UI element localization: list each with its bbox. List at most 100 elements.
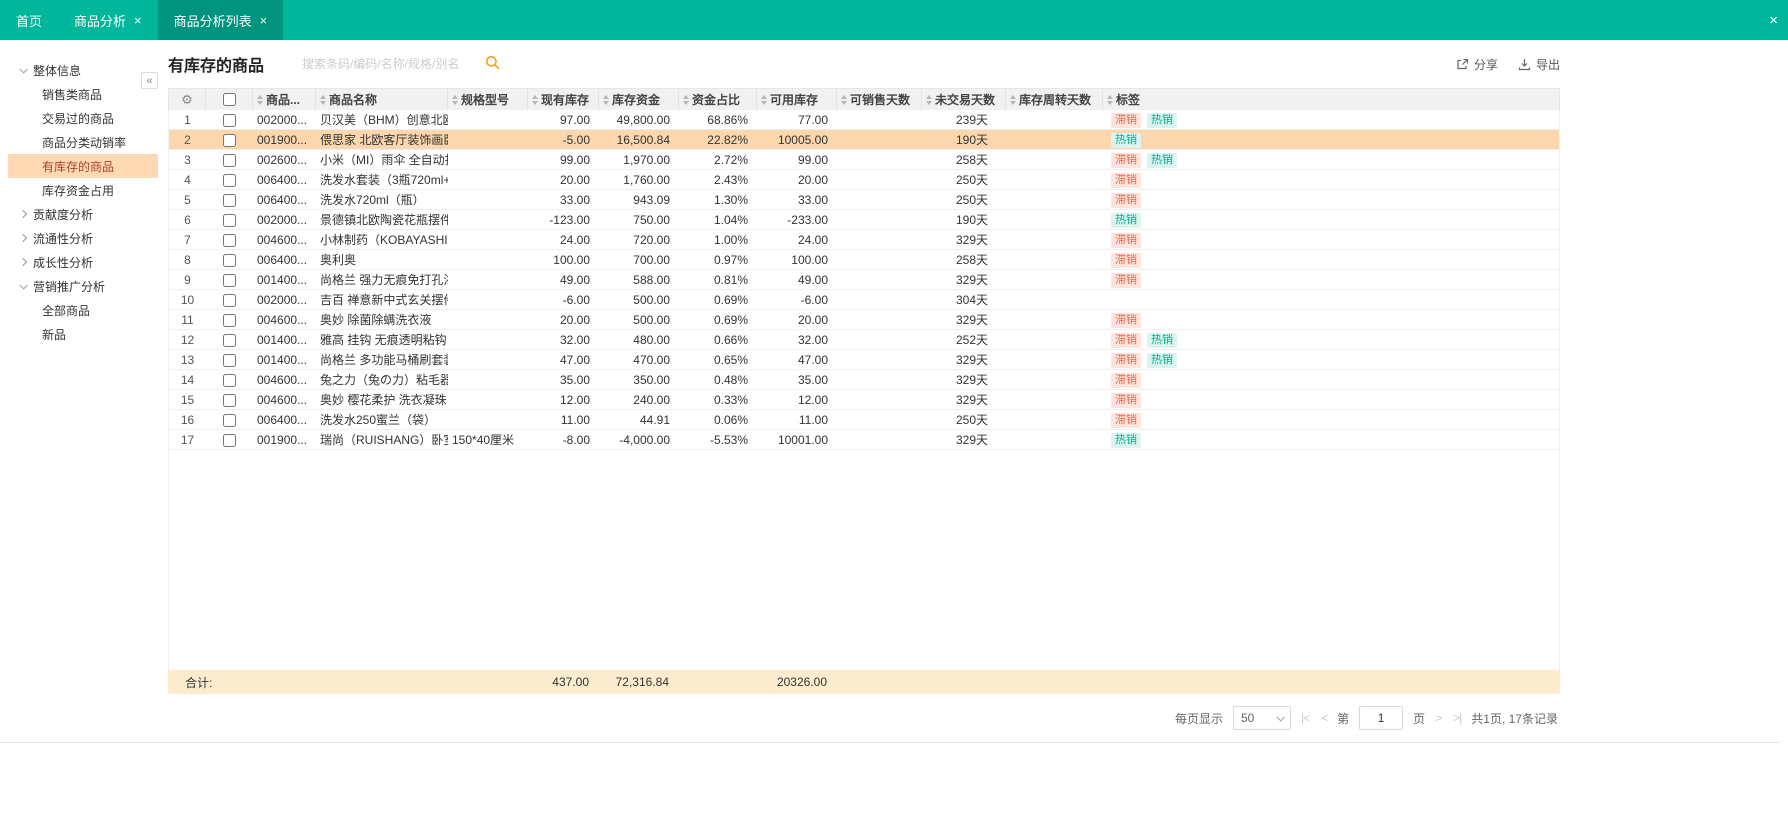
table-row[interactable]: 16 006400... 洗发水250蜜兰（袋） 11.00 44.91 0.06% 11.…: [169, 410, 1559, 430]
table-row[interactable]: 6 002000... 景德镇北欧陶瓷花瓶摆件 优 -123.00 750.00 1.04…: [169, 210, 1559, 230]
column-header-库存周转天数[interactable]: 库存周转天数: [1006, 89, 1103, 110]
sidebar-item-贡献度分析[interactable]: 贡献度分析: [8, 202, 158, 226]
column-header-可用库存[interactable]: 可用库存: [757, 89, 837, 110]
sidebar-item-整体信息[interactable]: 整体信息: [8, 58, 158, 82]
column-header-label: 标签: [1116, 93, 1141, 107]
sidebar-item-销售类商品[interactable]: 销售类商品: [8, 82, 158, 106]
cell-available-stock: 20.00: [797, 172, 828, 187]
cell-current-stock: 12.00: [559, 392, 590, 407]
cell-tags: 滞销: [1103, 272, 1559, 288]
column-header-商品名称[interactable]: 商品名称: [316, 89, 448, 110]
row-checkbox[interactable]: [223, 433, 236, 447]
sidebar-item-商品分类动销率[interactable]: 商品分类动销率: [8, 130, 158, 154]
row-checkbox[interactable]: [223, 213, 236, 227]
tab-商品分析[interactable]: 商品分析 ×: [58, 0, 158, 40]
sidebar-item-流通性分析[interactable]: 流通性分析: [8, 226, 158, 250]
column-header-未交易天数[interactable]: 未交易天数: [922, 89, 1006, 110]
tab-商品分析列表[interactable]: 商品分析列表 ×: [157, 0, 284, 40]
table-row[interactable]: 13 001400... 尚格兰 多功能马桶刷套装 马 47.00 470.00 0.65…: [169, 350, 1559, 370]
row-checkbox[interactable]: [223, 273, 236, 287]
sidebar-item-成长性分析[interactable]: 成长性分析: [8, 250, 158, 274]
sidebar-item-营销推广分析[interactable]: 营销推广分析: [8, 274, 158, 298]
chevron-right-icon: [18, 233, 28, 243]
cell-product-code: 004600...: [257, 392, 308, 407]
sidebar-item-交易过的商品[interactable]: 交易过的商品: [8, 106, 158, 130]
first-page-button[interactable]: |<: [1300, 711, 1310, 725]
row-checkbox[interactable]: [223, 233, 236, 247]
column-header-库存资金[interactable]: 库存资金: [599, 89, 679, 110]
table-row[interactable]: 1 002000... 贝汉美（BHM）创意北欧陶瓷 97.00 49,800.00 68…: [169, 110, 1559, 130]
sort-icon[interactable]: [320, 94, 326, 105]
table-row[interactable]: 9 001400... 尚格兰 强力无痕免打孔浴室 49.00 588.00 0.81% 4…: [169, 270, 1559, 290]
cell-product-name: 雅高 挂钩 无痕透明粘钩 强: [320, 333, 448, 347]
row-checkbox-cell: [206, 432, 253, 447]
table-row[interactable]: 14 004600... 兔之力（兔の力）粘毛器粘 35.00 350.00 0.48% 3…: [169, 370, 1559, 390]
table-row[interactable]: 8 006400... 奥利奥 100.00 700.00 0.97% 100.00 258天…: [169, 250, 1559, 270]
table-row[interactable]: 11 004600... 奥妙 除菌除螨洗衣液 20.00 500.00 0.69% 20.…: [169, 310, 1559, 330]
sort-icon[interactable]: [926, 94, 932, 105]
cell-stock-fund: 480.00: [633, 332, 670, 347]
next-page-button[interactable]: >: [1435, 711, 1442, 725]
select-all-checkbox[interactable]: [222, 93, 236, 106]
sort-icon[interactable]: [532, 94, 538, 105]
row-checkbox[interactable]: [223, 333, 236, 347]
last-page-button[interactable]: >|: [1453, 711, 1462, 725]
sort-icon[interactable]: [683, 94, 689, 105]
sidebar-item-label: 新品: [42, 327, 67, 342]
page-size-select[interactable]: 50: [1232, 706, 1291, 730]
close-icon[interactable]: ×: [1769, 11, 1778, 29]
column-header-可销售天数[interactable]: 可销售天数: [837, 89, 922, 110]
sidebar-item-全部商品[interactable]: 全部商品: [8, 298, 158, 322]
search-input[interactable]: [300, 56, 476, 72]
row-checkbox[interactable]: [223, 253, 236, 267]
sort-icon[interactable]: [1107, 94, 1113, 105]
table-row[interactable]: 5 006400... 洗发水720ml（瓶） 33.00 943.09 1.30% 33.…: [169, 190, 1559, 210]
page-number-input[interactable]: [1359, 706, 1404, 730]
row-checkbox[interactable]: [223, 113, 236, 127]
sidebar-item-有库存的商品[interactable]: 有库存的商品: [8, 154, 158, 178]
row-checkbox[interactable]: [223, 313, 236, 327]
sort-icon[interactable]: [452, 94, 458, 105]
tab-close-icon[interactable]: ×: [259, 12, 268, 28]
column-header-现有库存[interactable]: 现有库存: [528, 89, 599, 110]
row-checkbox[interactable]: [223, 373, 236, 387]
prev-page-button[interactable]: <: [1321, 711, 1328, 725]
export-button[interactable]: 导出: [1518, 56, 1560, 73]
table-row[interactable]: 15 004600... 奥妙 樱花柔护 洗衣凝珠 10 12.00 240.00 0.3…: [169, 390, 1559, 410]
sort-icon[interactable]: [1010, 94, 1016, 105]
summary-stock-total: 437.00: [552, 675, 589, 689]
table-row[interactable]: 17 001900... 瑞尚（RUISHANG）卧室淋 150*40厘米 -8.00 -…: [169, 430, 1559, 450]
column-settings-button[interactable]: ⚙: [169, 89, 206, 110]
row-checkbox[interactable]: [223, 173, 236, 187]
sort-icon[interactable]: [761, 94, 767, 105]
row-checkbox[interactable]: [223, 193, 236, 207]
cell-product-name: 小米（MI）雨伞 全自动折叠: [320, 153, 448, 167]
table-row[interactable]: 4 006400... 洗发水套装（3瓶720ml+1瓶 20.00 1,760.00 2…: [169, 170, 1559, 190]
sidebar-collapse-button[interactable]: «: [141, 72, 158, 89]
sort-icon[interactable]: [257, 94, 263, 105]
cell-fund-ratio: 2.72%: [713, 152, 748, 167]
sort-icon[interactable]: [603, 94, 609, 105]
row-checkbox[interactable]: [223, 133, 236, 147]
column-header-资金占比[interactable]: 资金占比: [679, 89, 757, 110]
column-header-标签[interactable]: 标签: [1103, 89, 1559, 110]
table-row[interactable]: 10 002000... 吉百 禅意新中式玄关摆件家 -6.00 500.00 0.69%…: [169, 290, 1559, 310]
sidebar-item-库存资金占用[interactable]: 库存资金占用: [8, 178, 158, 202]
sort-icon[interactable]: [841, 94, 847, 105]
search-icon[interactable]: [485, 55, 500, 73]
row-checkbox[interactable]: [223, 353, 236, 367]
table-row[interactable]: 12 001400... 雅高 挂钩 无痕透明粘钩 强 32.00 480.00 0.66…: [169, 330, 1559, 350]
sidebar-item-新品[interactable]: 新品: [8, 322, 158, 346]
row-checkbox[interactable]: [223, 153, 236, 167]
row-checkbox[interactable]: [223, 393, 236, 407]
tab-close-icon[interactable]: ×: [134, 12, 142, 28]
row-checkbox[interactable]: [223, 293, 236, 307]
column-header-规格型号[interactable]: 规格型号: [448, 89, 528, 110]
row-checkbox[interactable]: [223, 413, 236, 427]
column-header-商品...[interactable]: 商品...: [253, 89, 316, 110]
tab-首页[interactable]: 首页: [0, 0, 58, 40]
table-row[interactable]: 2 001900... 偎思家 北欧客厅装饰画卧室 -5.00 16,500.84 22.…: [169, 130, 1559, 150]
table-row[interactable]: 3 002600... 小米（MI）雨伞 全自动折叠 99.00 1,970.00 2.7…: [169, 150, 1559, 170]
share-button[interactable]: 分享: [1456, 56, 1498, 73]
table-row[interactable]: 7 004600... 小林制药（KOBAYASHI）日 24.00 720.00 1.0…: [169, 230, 1559, 250]
